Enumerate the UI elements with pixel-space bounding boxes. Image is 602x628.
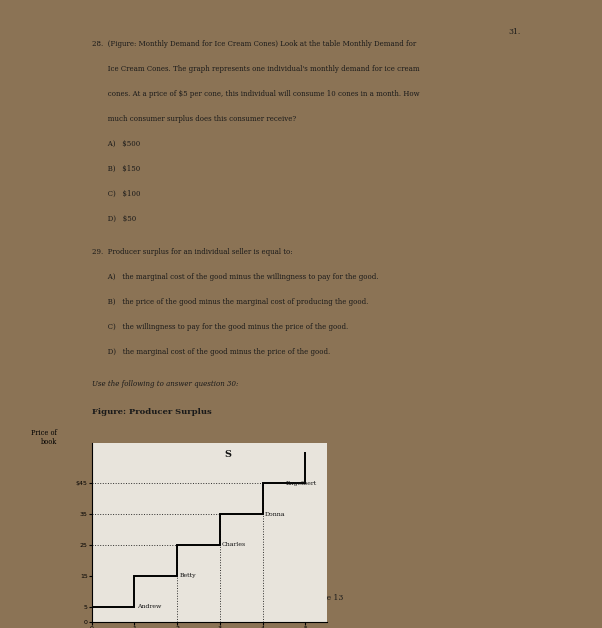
Text: C)   $100: C) $100	[92, 190, 140, 198]
Text: A)   the marginal cost of the good minus the willingness to pay for the good.: A) the marginal cost of the good minus t…	[92, 273, 378, 281]
Text: Use the following to answer question 30:: Use the following to answer question 30:	[92, 381, 238, 389]
Text: A)   $500: A) $500	[92, 140, 140, 148]
Y-axis label: Price of
book: Price of book	[31, 429, 57, 446]
Text: Charles: Charles	[222, 543, 246, 548]
Text: Version 1     Page 13: Version 1 Page 13	[265, 594, 343, 602]
Text: Figure: Producer Surplus: Figure: Producer Surplus	[92, 408, 211, 416]
Text: Donna: Donna	[265, 512, 285, 517]
Text: Engelbert: Engelbert	[286, 481, 317, 486]
Text: Ice Cream Cones. The graph represents one individual's monthly demand for ice cr: Ice Cream Cones. The graph represents on…	[92, 65, 420, 73]
Text: 29.  Producer surplus for an individual seller is equal to:: 29. Producer surplus for an individual s…	[92, 247, 293, 256]
Text: cones. At a price of $5 per cone, this individual will consume 10 cones in a mon: cones. At a price of $5 per cone, this i…	[92, 90, 420, 98]
Text: C)   the willingness to pay for the good minus the price of the good.: C) the willingness to pay for the good m…	[92, 323, 348, 331]
Text: S: S	[224, 450, 231, 458]
Text: B)   $150: B) $150	[92, 165, 140, 173]
Text: Betty: Betty	[179, 573, 196, 578]
Text: D)   $50: D) $50	[92, 215, 136, 223]
Text: B)   the price of the good minus the marginal cost of producing the good.: B) the price of the good minus the margi…	[92, 298, 368, 306]
Text: Andrew: Andrew	[137, 604, 161, 609]
Text: D)   the marginal cost of the good minus the price of the good.: D) the marginal cost of the good minus t…	[92, 348, 330, 356]
Text: 31.: 31.	[509, 28, 521, 36]
Text: much consumer surplus does this consumer receive?: much consumer surplus does this consumer…	[92, 115, 296, 123]
Text: 28.  (Figure: Monthly Demand for Ice Cream Cones) Look at the table Monthly Dema: 28. (Figure: Monthly Demand for Ice Crea…	[92, 40, 416, 48]
